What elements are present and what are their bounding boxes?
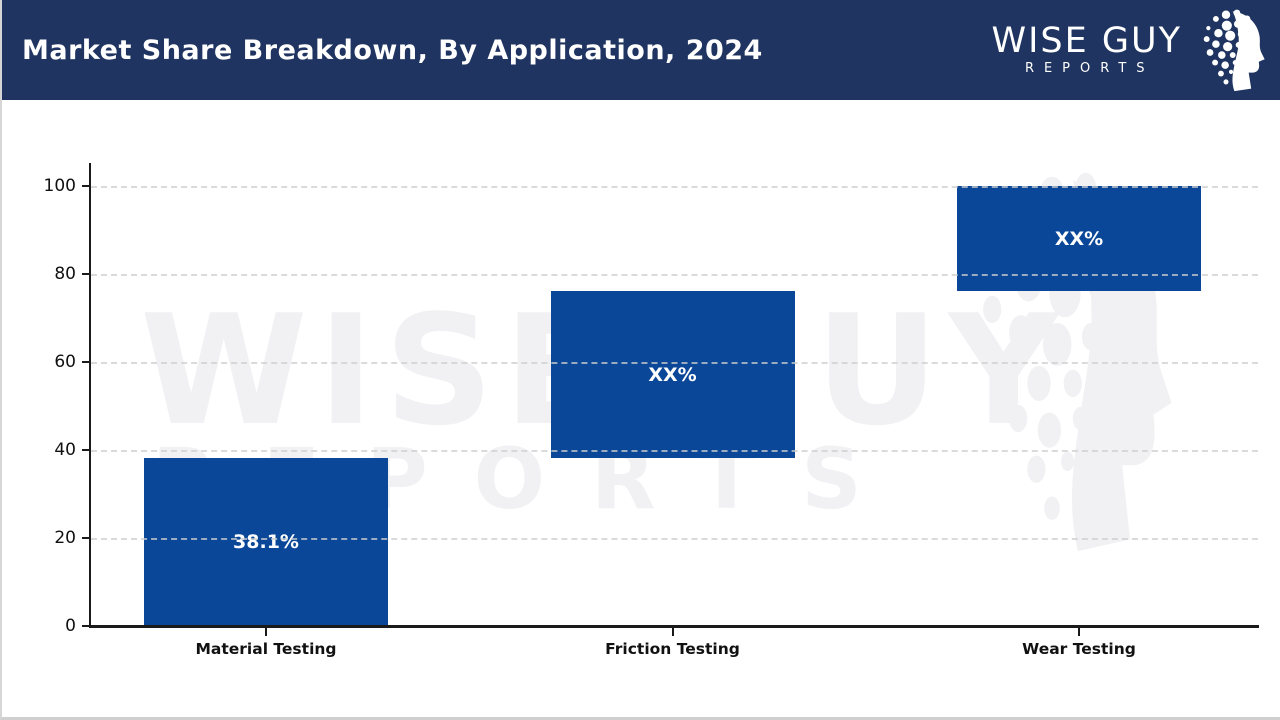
bar-value-label: 38.1% xyxy=(233,531,299,554)
logo-wordmark-line1: WISE GUY xyxy=(991,21,1182,61)
gridline-y-80 xyxy=(91,274,1258,276)
y-axis-tick-label: 80 xyxy=(54,264,76,284)
x-tick-mark xyxy=(265,628,267,636)
gridline-y-20 xyxy=(91,538,1258,540)
y-axis-tick-label: 20 xyxy=(54,528,76,548)
wise-guy-logo: WISE GUY REPORTS xyxy=(991,8,1268,92)
gridline-y-40 xyxy=(91,450,1258,452)
y-tick-mark xyxy=(82,185,90,187)
wise-guy-head-icon xyxy=(1203,9,1265,92)
x-tick-mark xyxy=(671,628,674,636)
logo-wordmark-line2: REPORTS xyxy=(1024,61,1155,76)
y-tick-mark xyxy=(82,449,90,451)
gridline-y-60 xyxy=(91,362,1258,364)
header: Market Share Breakdown, By Application, … xyxy=(2,0,1280,100)
y-tick-mark xyxy=(82,625,90,627)
logo-wordmark: WISE GUY REPORTS xyxy=(991,21,1182,77)
bar-friction-testing[interactable]: XX% xyxy=(550,291,795,459)
y-axis-line xyxy=(89,163,91,627)
y-axis-tick-label: 100 xyxy=(43,176,76,196)
y-tick-mark xyxy=(82,273,90,275)
bar-chart: 0 20 40 60 80 100 38.1% Material Testing XX% Fric… xyxy=(2,100,1280,717)
y-axis-tick-label: 60 xyxy=(54,352,76,372)
x-axis-label-1: Material Testing xyxy=(195,640,337,658)
bar-material-testing[interactable]: 38.1% xyxy=(144,458,388,626)
y-axis-tick-label: 0 xyxy=(65,616,76,636)
bar-wear-testing[interactable]: XX% xyxy=(957,186,1201,292)
x-axis-label-2: Friction Testing xyxy=(605,640,740,658)
bar-value-label: XX% xyxy=(1054,227,1104,250)
y-tick-mark xyxy=(82,537,90,539)
page-title: Market Share Breakdown, By Application, … xyxy=(22,34,763,66)
bar-value-label: XX% xyxy=(648,363,697,386)
x-axis-label-3: Wear Testing xyxy=(1022,640,1136,658)
y-axis-tick-label: 40 xyxy=(54,440,76,460)
x-tick-mark xyxy=(1078,628,1080,636)
gridline-y-100 xyxy=(91,186,1258,188)
y-tick-mark xyxy=(82,361,90,363)
x-axis-line xyxy=(89,625,1259,628)
